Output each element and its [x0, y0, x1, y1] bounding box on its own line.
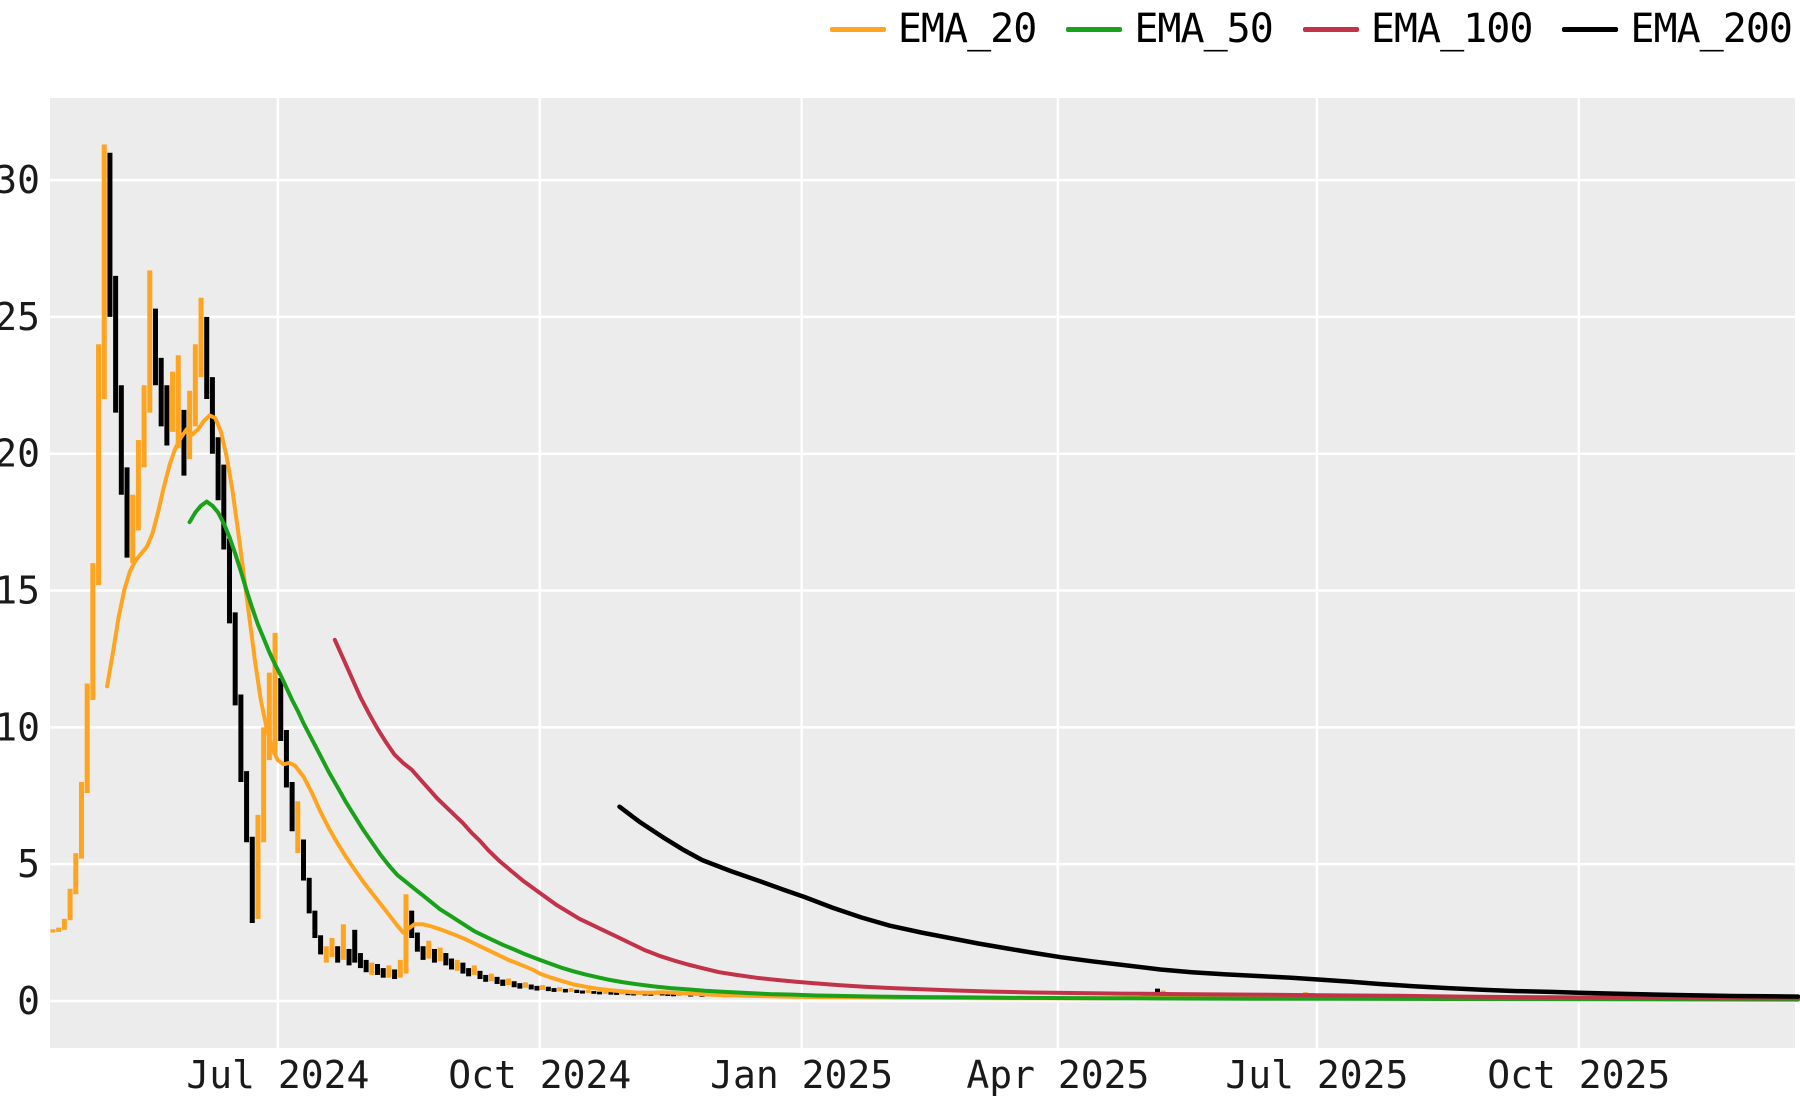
legend-line-swatch — [1302, 26, 1359, 32]
legend-item-ema_20: EMA_20 — [829, 6, 1037, 52]
x-tick-label: Jan 2025 — [710, 1053, 893, 1097]
legend-label: EMA_100 — [1370, 6, 1534, 52]
x-tick-label: Oct 2025 — [1487, 1053, 1670, 1097]
legend-label: EMA_50 — [1134, 6, 1273, 52]
x-tick-label: Jul 2024 — [186, 1053, 369, 1097]
y-tick-label: 0 — [17, 979, 40, 1023]
series-line-ema_200 — [617, 804, 1800, 999]
y-tick-label: 20 — [0, 432, 40, 476]
x-tick-label: Jul 2025 — [1225, 1053, 1408, 1097]
y-tick-label: 10 — [0, 705, 40, 749]
legend: EMA_20 EMA_50 EMA_100 EMA_200 — [829, 6, 1793, 52]
y-tick-label: 15 — [0, 569, 40, 613]
legend-item-ema_200: EMA_200 — [1562, 6, 1793, 52]
legend-item-ema_50: EMA_50 — [1066, 6, 1274, 52]
x-tick-label: Apr 2025 — [966, 1053, 1149, 1097]
plot-area — [50, 98, 1795, 1048]
y-tick-label: 25 — [0, 295, 40, 339]
y-tick-label: 30 — [0, 158, 40, 202]
x-tick-label: Oct 2024 — [448, 1053, 631, 1097]
series-line-ema_50 — [187, 499, 1800, 1002]
series-line-ema_100 — [332, 637, 1800, 1001]
y-tick-label: 5 — [17, 842, 40, 886]
legend-label: EMA_20 — [897, 6, 1037, 52]
legend-label: EMA_200 — [1630, 6, 1793, 52]
gridlines — [50, 98, 1795, 1048]
legend-line-swatch — [1562, 26, 1619, 32]
legend-line-swatch — [1066, 26, 1123, 32]
x-axis-tick-labels: Jul 2024 Oct 2024 Jan 2025 Apr 2025 Jul 2025… — [186, 1053, 1670, 1097]
legend-line-swatch — [829, 26, 886, 32]
legend-item-ema_100: EMA_100 — [1302, 6, 1534, 52]
y-axis-tick-labels: 0 5 10 15 20 25 30 — [0, 158, 40, 1023]
